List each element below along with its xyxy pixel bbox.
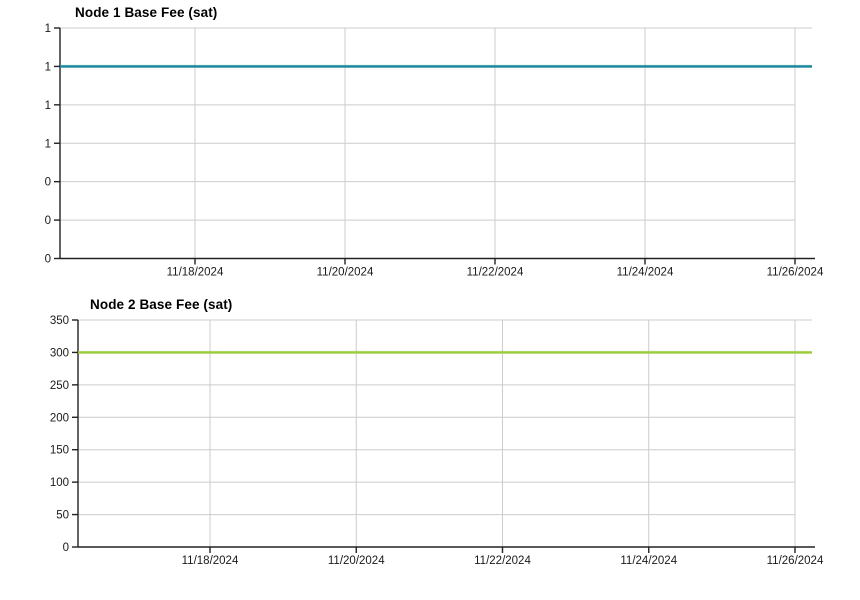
chart-canvas-node2: 350 300 250 200 150 100 50 0 11/18/2024 11/20/202… (50, 315, 824, 567)
y-tick-label: 0 (45, 215, 51, 227)
x-tick-label: 11/18/2024 (167, 267, 224, 279)
x-tick-label: 11/24/2024 (620, 555, 677, 567)
y-tick-label: 0 (63, 542, 69, 554)
y-tick-label: 0 (45, 254, 51, 266)
x-tick-label: 11/26/2024 (767, 555, 824, 567)
x-tick-label: 11/20/2024 (317, 267, 374, 279)
x-tick-label: 11/20/2024 (328, 555, 385, 567)
x-tick-label: 11/24/2024 (617, 267, 674, 279)
y-tick-label: 100 (50, 477, 69, 489)
x-tick-label: 11/22/2024 (474, 555, 531, 567)
chart-canvas-node1: 1 1 1 1 0 0 0 11/18/2024 11/20/2024 11/22/2024 11/… (45, 23, 824, 279)
y-tick-label: 50 (56, 510, 69, 522)
y-tick-label: 200 (50, 412, 69, 424)
x-tick-label: 11/18/2024 (182, 555, 239, 567)
x-tick-label: 11/26/2024 (767, 267, 824, 279)
y-tick-label: 300 (50, 347, 69, 359)
y-tick-label: 1 (45, 23, 51, 35)
y-tick-label: 1 (45, 138, 51, 150)
y-tick-label: 1 (45, 100, 51, 112)
y-tick-label: 1 (45, 61, 51, 73)
y-tick-label: 150 (50, 445, 69, 457)
chart-title-node2: Node 2 Base Fee (sat) (90, 297, 233, 312)
x-tick-label: 11/22/2024 (467, 267, 524, 279)
y-tick-label: 250 (50, 380, 69, 392)
y-tick-label: 350 (50, 315, 69, 327)
y-tick-label: 0 (45, 177, 51, 189)
chart-title-node1: Node 1 Base Fee (sat) (75, 5, 218, 20)
